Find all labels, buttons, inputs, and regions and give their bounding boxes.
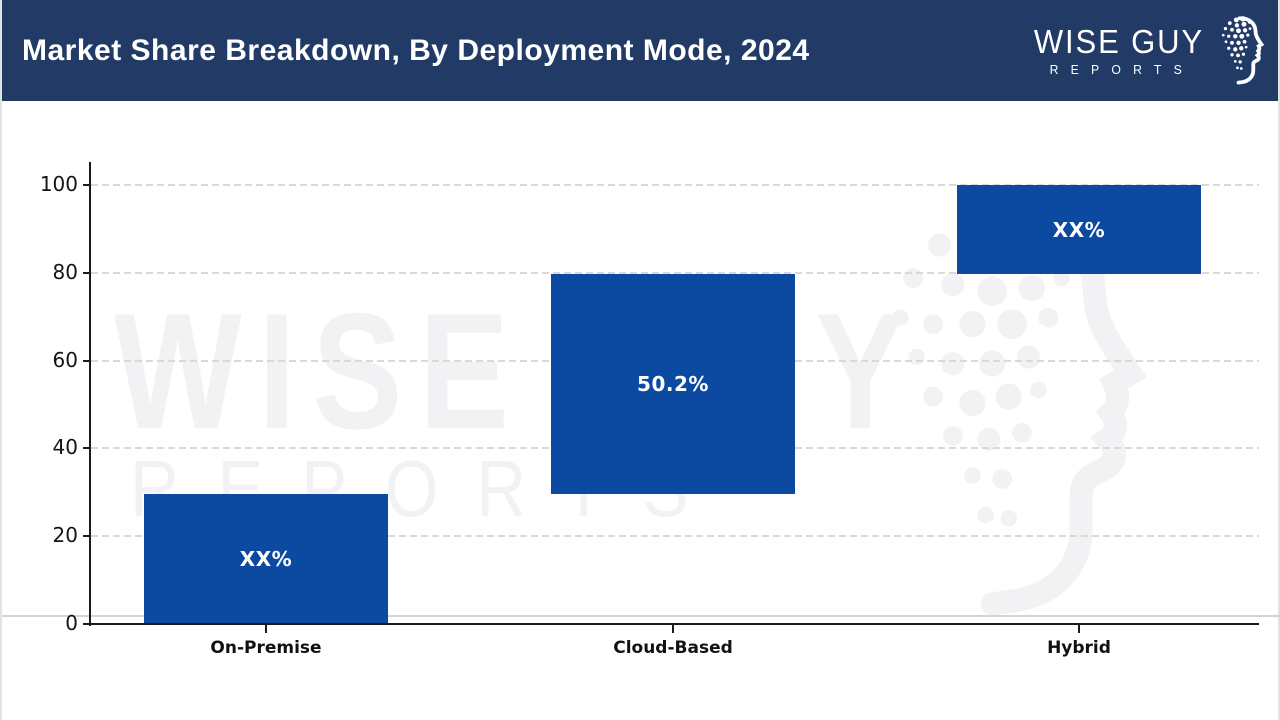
watermark-brand-text: WISE GUY xyxy=(114,279,922,463)
y-axis-tick-label: 100 xyxy=(39,172,78,197)
chart-bar: XX% xyxy=(957,185,1201,274)
brand-logo: WISE GUY REPORTS xyxy=(1023,0,1268,101)
bar-value-label: 50.2% xyxy=(637,371,709,396)
brand-logo-text: WISE GUY REPORTS xyxy=(1034,25,1204,77)
y-tick xyxy=(83,534,90,537)
y-tick xyxy=(83,447,90,450)
y-axis-tick-label: 40 xyxy=(52,435,78,460)
brand-name: WISE GUY xyxy=(1033,22,1204,60)
x-axis-line xyxy=(89,622,1259,625)
x-tick xyxy=(265,624,267,633)
x-axis-category-label: On-Premise xyxy=(210,637,322,658)
y-tick xyxy=(83,622,90,625)
y-axis-tick-label: 20 xyxy=(52,522,78,547)
gridline xyxy=(91,534,1259,537)
bar-value-label: XX% xyxy=(239,546,293,571)
bottom-divider xyxy=(2,615,1280,617)
y-tick xyxy=(83,184,90,187)
y-tick xyxy=(83,359,90,362)
gridline xyxy=(91,184,1259,187)
x-axis-category-label: Cloud-Based xyxy=(613,637,733,658)
header: Market Share Breakdown, By Deployment Mo… xyxy=(2,0,1278,101)
gridline xyxy=(91,271,1259,274)
x-tick xyxy=(1078,624,1080,633)
chart-area: WISE GUY REPORTS xyxy=(2,101,1280,716)
bar-value-label: XX% xyxy=(1052,217,1106,242)
y-axis-tick-label: 60 xyxy=(52,347,78,372)
x-axis-category-label: Hybrid xyxy=(1047,637,1111,658)
y-axis-tick-label: 80 xyxy=(52,259,78,284)
chart-bar: 50.2% xyxy=(551,273,795,494)
y-axis-line xyxy=(89,162,91,626)
page-title: Market Share Breakdown, By Deployment Mo… xyxy=(22,33,810,67)
chart-bar: XX% xyxy=(144,493,388,624)
wise-guy-face-icon xyxy=(1221,15,1265,85)
y-axis-tick-label: 0 xyxy=(65,610,78,635)
x-tick xyxy=(672,624,674,633)
brand-tagline: REPORTS xyxy=(1049,61,1194,77)
y-tick xyxy=(83,271,90,274)
